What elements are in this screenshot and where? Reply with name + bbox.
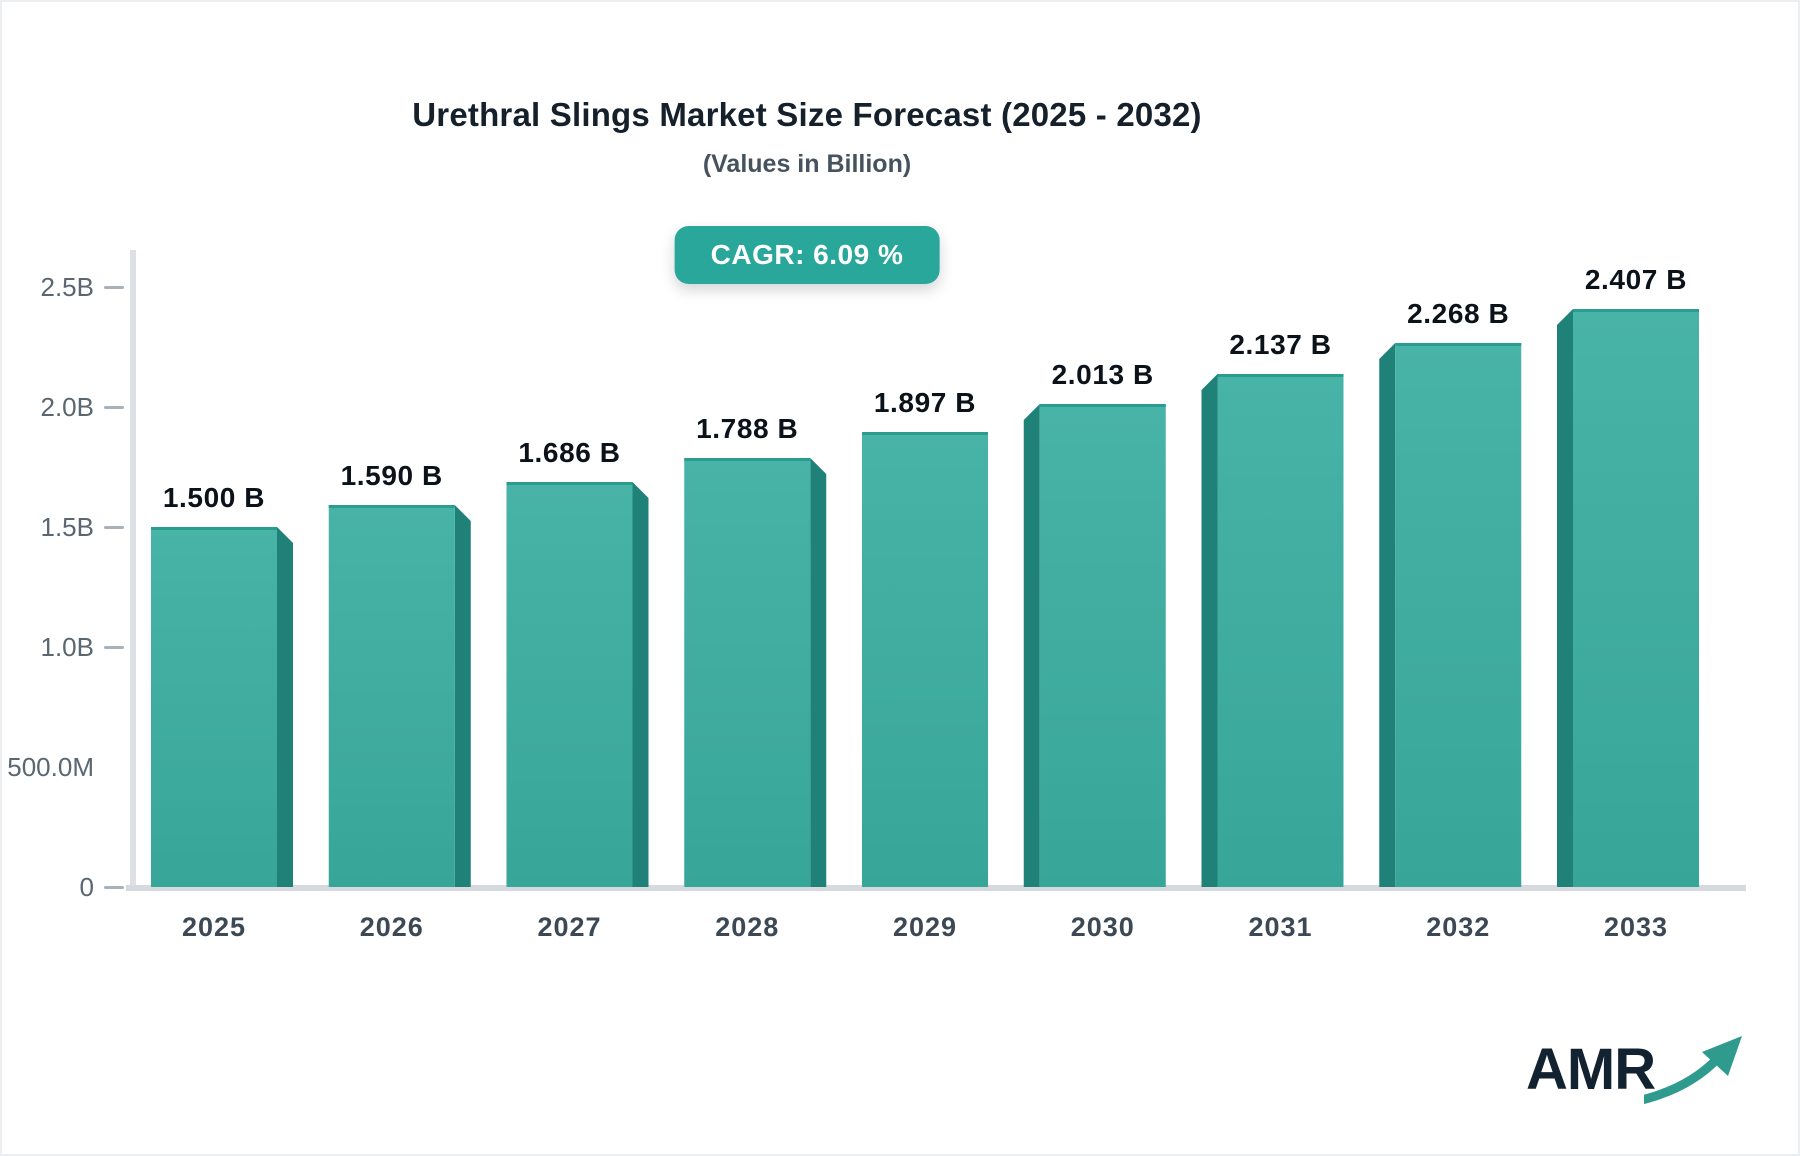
x-axis-line xyxy=(126,885,1746,891)
bar-top-edge xyxy=(151,527,277,530)
trend-up-arrow-icon xyxy=(1644,1036,1742,1104)
chart-title: Urethral Slings Market Size Forecast (20… xyxy=(412,96,1202,133)
bar-side-2031 xyxy=(1201,374,1218,887)
bar-value-label-2033: 2.407 B xyxy=(1584,264,1688,295)
bar-2029 xyxy=(862,432,988,887)
bar-2025 xyxy=(151,527,277,887)
bar-top-edge xyxy=(1573,309,1699,312)
bar-side-2027 xyxy=(632,482,649,887)
y-tick-label-1.0B: 1.0B xyxy=(40,632,95,662)
x-tick-label-2033: 2033 xyxy=(1603,912,1669,942)
y-axis-line xyxy=(130,250,136,890)
bar-2030 xyxy=(1039,404,1166,887)
y-tick-label-500.0M: 500.0M xyxy=(7,752,94,782)
bar-top-edge xyxy=(684,458,811,461)
bar-2031 xyxy=(1217,374,1344,887)
y-tick-dash xyxy=(104,405,124,409)
x-tick-label-2029: 2029 xyxy=(892,912,958,942)
bar-value-label-2032: 2.268 B xyxy=(1407,298,1510,329)
x-tick-label-2026: 2026 xyxy=(359,912,424,942)
bar-2026 xyxy=(328,505,455,887)
bar-value-label-2027: 1.686 B xyxy=(518,437,621,468)
x-tick-label-2030: 2030 xyxy=(1070,912,1135,942)
bar-2027 xyxy=(506,482,633,887)
bar-2032 xyxy=(1395,343,1522,887)
x-tick-label-2027: 2027 xyxy=(537,912,602,942)
bar-value-label-2026: 1.590 B xyxy=(340,460,443,491)
bar-2028 xyxy=(684,458,811,887)
bar-top-edge xyxy=(328,505,455,508)
bar-side-2028 xyxy=(810,458,827,887)
y-tick-label-1.5B: 1.5B xyxy=(40,512,95,542)
bar-value-label-2025: 1.500 B xyxy=(162,482,266,513)
bar-side-2033 xyxy=(1557,309,1573,887)
bar-top-edge xyxy=(1039,404,1166,407)
x-tick-label-2032: 2032 xyxy=(1426,912,1491,942)
bar-value-label-2029: 1.897 B xyxy=(873,387,977,418)
y-tick-dash xyxy=(104,645,124,649)
amr-logo-text: AMR xyxy=(1526,1037,1656,1102)
bar-value-label-2031: 2.137 B xyxy=(1229,329,1332,360)
bar-top-edge xyxy=(506,482,633,485)
bar-value-label-2028: 1.788 B xyxy=(696,413,799,444)
bar-side-2032 xyxy=(1379,343,1396,887)
y-tick-label-2.5B: 2.5B xyxy=(40,272,95,302)
x-tick-label-2025: 2025 xyxy=(181,912,247,942)
y-tick-label-0: 0 xyxy=(79,872,94,902)
bar-side-2025 xyxy=(277,527,293,887)
cagr-badge: CAGR: 6.09 % xyxy=(674,226,940,284)
bar-top-edge xyxy=(1217,374,1344,377)
bar-2033 xyxy=(1573,309,1699,887)
bar-side-2026 xyxy=(454,505,471,887)
bar-side-2030 xyxy=(1023,404,1040,887)
amr-logo: AMR xyxy=(1526,1028,1746,1118)
bar-top-edge xyxy=(862,432,988,435)
y-tick-dash xyxy=(104,285,124,289)
bar-top-edge xyxy=(1395,343,1522,346)
y-tick-label-2.0B: 2.0B xyxy=(40,392,95,422)
x-tick-label-2028: 2028 xyxy=(715,912,780,942)
x-tick-label-2031: 2031 xyxy=(1248,912,1313,942)
bar-value-label-2030: 2.013 B xyxy=(1051,359,1154,390)
y-tick-dash xyxy=(104,525,124,529)
cagr-badge-label: CAGR: 6.09 % xyxy=(710,239,904,270)
y-tick-dash xyxy=(104,885,124,889)
chart-subtitle: (Values in Billion) xyxy=(702,150,912,178)
